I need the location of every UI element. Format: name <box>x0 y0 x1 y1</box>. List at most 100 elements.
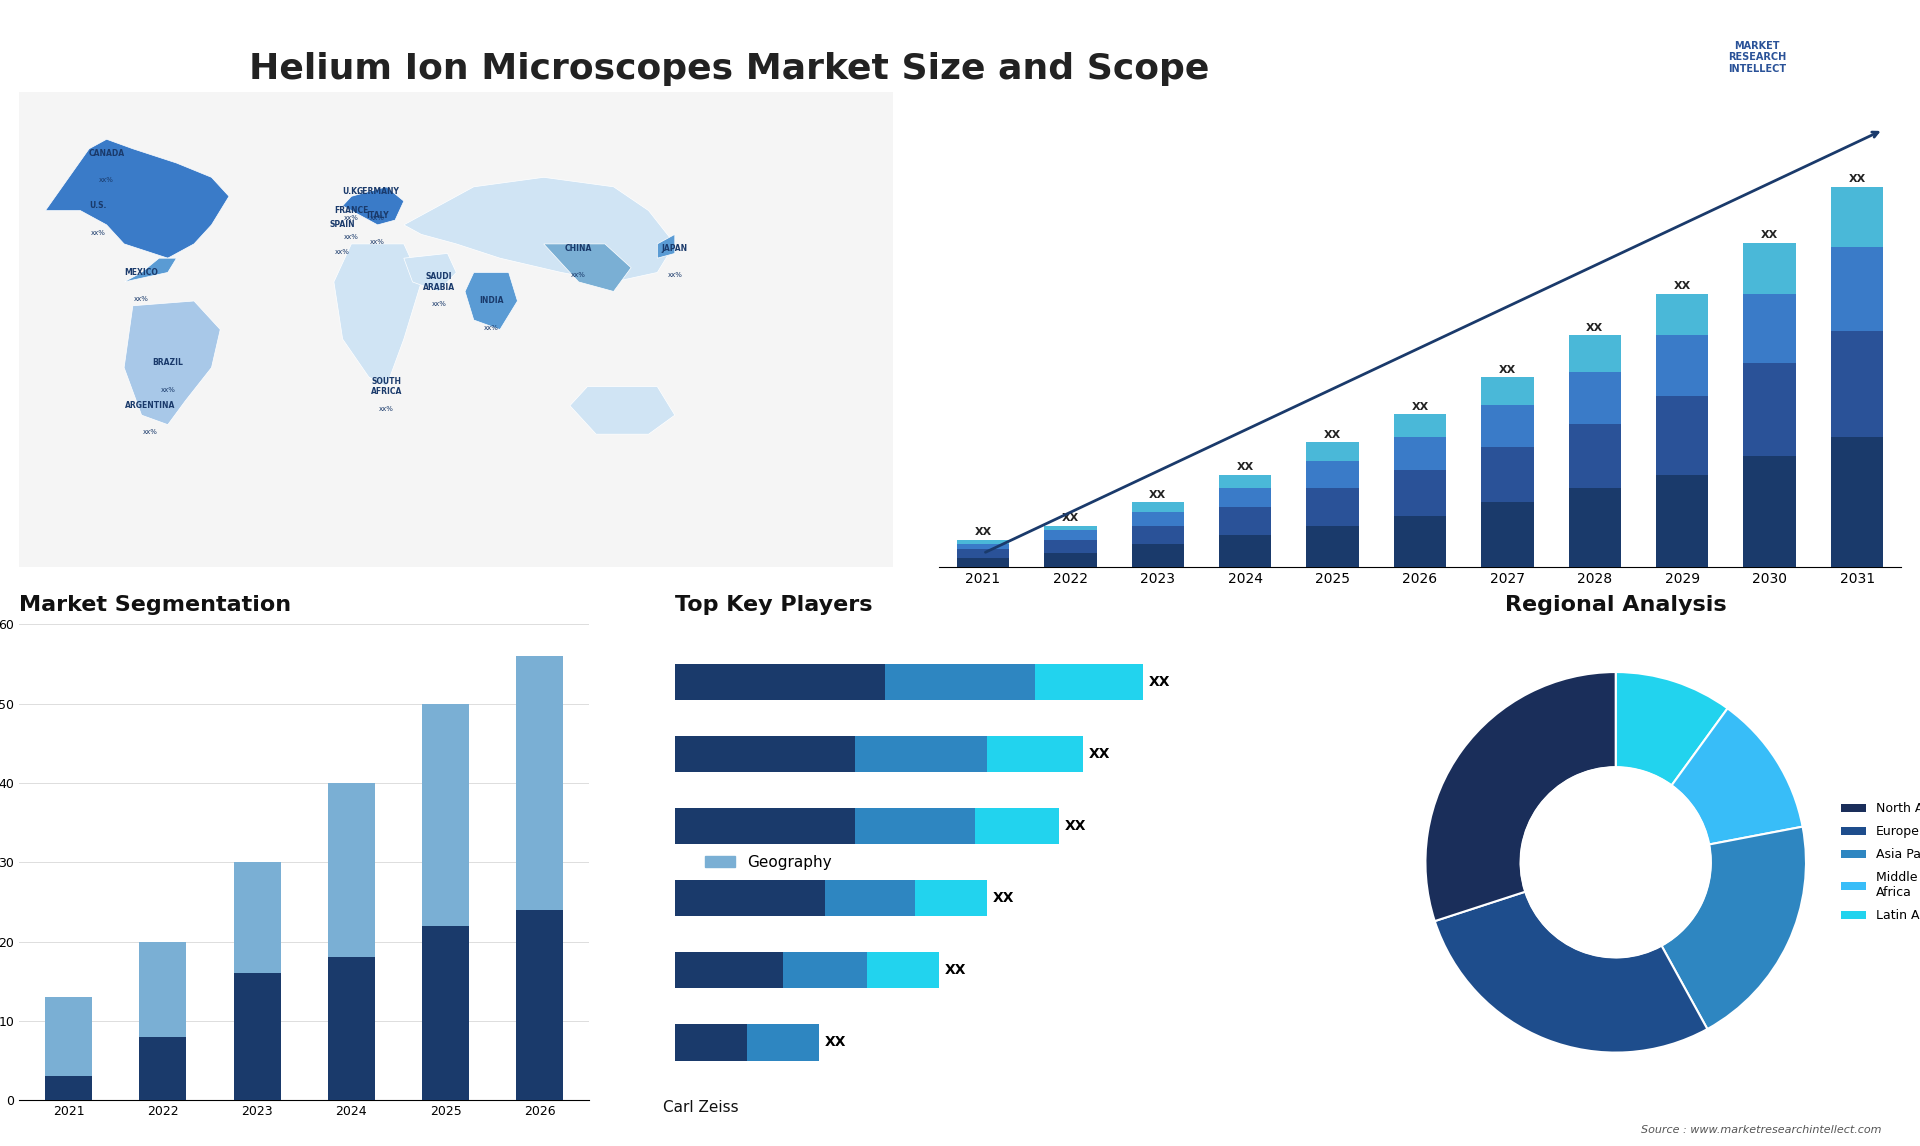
Text: Carl Zeiss: Carl Zeiss <box>662 1100 739 1115</box>
Text: SAUDI
ARABIA: SAUDI ARABIA <box>422 273 455 292</box>
Text: U.K.: U.K. <box>342 187 361 196</box>
Bar <box>516 910 563 1100</box>
Bar <box>1035 664 1142 700</box>
Bar <box>676 736 854 772</box>
Text: XX: XX <box>1236 462 1254 472</box>
Bar <box>1832 438 1884 567</box>
Polygon shape <box>543 244 632 291</box>
Bar <box>1569 372 1620 424</box>
Bar <box>885 664 1035 700</box>
Bar <box>140 942 186 1037</box>
Polygon shape <box>125 301 221 425</box>
Text: xx%: xx% <box>432 301 445 307</box>
Bar <box>1480 502 1534 567</box>
Polygon shape <box>46 140 228 258</box>
Bar <box>422 704 468 926</box>
Bar <box>676 1025 747 1060</box>
Bar <box>676 952 783 989</box>
Text: CHINA: CHINA <box>564 244 593 253</box>
Bar <box>1657 395 1709 474</box>
Text: xx%: xx% <box>572 273 586 278</box>
Text: Source : www.marketresearchintellect.com: Source : www.marketresearchintellect.com <box>1642 1124 1882 1135</box>
Bar <box>987 736 1083 772</box>
Bar <box>1131 502 1185 511</box>
Wedge shape <box>1434 892 1707 1052</box>
Bar <box>1480 447 1534 502</box>
Text: ITALY: ITALY <box>367 211 390 220</box>
Bar <box>676 664 885 700</box>
Bar <box>1219 488 1271 507</box>
Wedge shape <box>1661 826 1807 1029</box>
Bar <box>234 973 280 1100</box>
Bar <box>868 952 939 989</box>
Bar <box>1832 248 1884 331</box>
Text: GERMANY: GERMANY <box>357 187 399 196</box>
Text: XX: XX <box>1325 430 1342 440</box>
Bar <box>1743 456 1795 567</box>
Wedge shape <box>1617 672 1728 785</box>
Title: Regional Analysis: Regional Analysis <box>1505 595 1726 614</box>
Text: Helium Ion Microscopes Market Size and Scope: Helium Ion Microscopes Market Size and S… <box>250 52 1210 86</box>
Bar <box>1131 526 1185 544</box>
Bar <box>1657 293 1709 336</box>
Text: INDIA: INDIA <box>478 296 503 305</box>
Text: XX: XX <box>1586 323 1603 333</box>
Bar <box>234 862 280 973</box>
Bar <box>956 549 1010 558</box>
Bar <box>1394 414 1446 438</box>
Bar <box>1480 405 1534 447</box>
Bar <box>422 926 468 1100</box>
Circle shape <box>1521 767 1711 957</box>
Text: XX: XX <box>1674 281 1692 291</box>
Text: XX: XX <box>1411 402 1428 411</box>
Bar <box>956 540 1010 544</box>
Text: xx%: xx% <box>668 273 682 278</box>
Polygon shape <box>342 187 403 225</box>
Text: xx%: xx% <box>371 240 386 245</box>
Bar <box>1394 438 1446 470</box>
Text: SOUTH
AFRICA: SOUTH AFRICA <box>371 377 401 397</box>
Bar <box>44 997 92 1076</box>
Bar <box>956 544 1010 549</box>
Bar <box>676 808 854 845</box>
Text: XX: XX <box>826 1036 847 1050</box>
Bar <box>328 783 374 957</box>
Bar <box>783 952 868 989</box>
Bar <box>1131 511 1185 526</box>
Bar <box>975 808 1060 845</box>
Text: xx%: xx% <box>371 215 386 221</box>
Text: xx%: xx% <box>344 235 359 241</box>
Bar <box>1569 488 1620 567</box>
Bar <box>1044 526 1096 531</box>
Bar <box>1306 442 1359 461</box>
Text: XX: XX <box>1066 819 1087 833</box>
Text: JAPAN: JAPAN <box>662 244 687 253</box>
Bar <box>1044 531 1096 540</box>
Wedge shape <box>1425 672 1617 921</box>
Polygon shape <box>570 386 674 434</box>
Polygon shape <box>465 273 518 330</box>
Bar <box>1044 540 1096 554</box>
Bar <box>676 880 826 917</box>
Text: XX: XX <box>1089 747 1110 761</box>
Bar <box>1044 554 1096 567</box>
Polygon shape <box>657 235 674 258</box>
Text: xx%: xx% <box>142 430 157 435</box>
Bar <box>140 1037 186 1100</box>
Bar <box>1569 424 1620 488</box>
Text: XX: XX <box>993 892 1014 905</box>
Bar <box>1219 535 1271 567</box>
Text: Top Key Players: Top Key Players <box>676 595 872 614</box>
Bar <box>1743 363 1795 456</box>
Text: Market Segmentation: Market Segmentation <box>19 595 292 614</box>
Text: FRANCE: FRANCE <box>334 206 369 214</box>
Text: xx%: xx% <box>100 178 113 183</box>
Bar <box>1394 517 1446 567</box>
Text: xx%: xx% <box>344 215 359 221</box>
Text: XX: XX <box>1500 364 1517 375</box>
Bar <box>1480 377 1534 405</box>
Legend: Geography: Geography <box>699 849 839 876</box>
Bar <box>1219 507 1271 535</box>
Bar <box>1743 293 1795 363</box>
Bar <box>516 657 563 910</box>
